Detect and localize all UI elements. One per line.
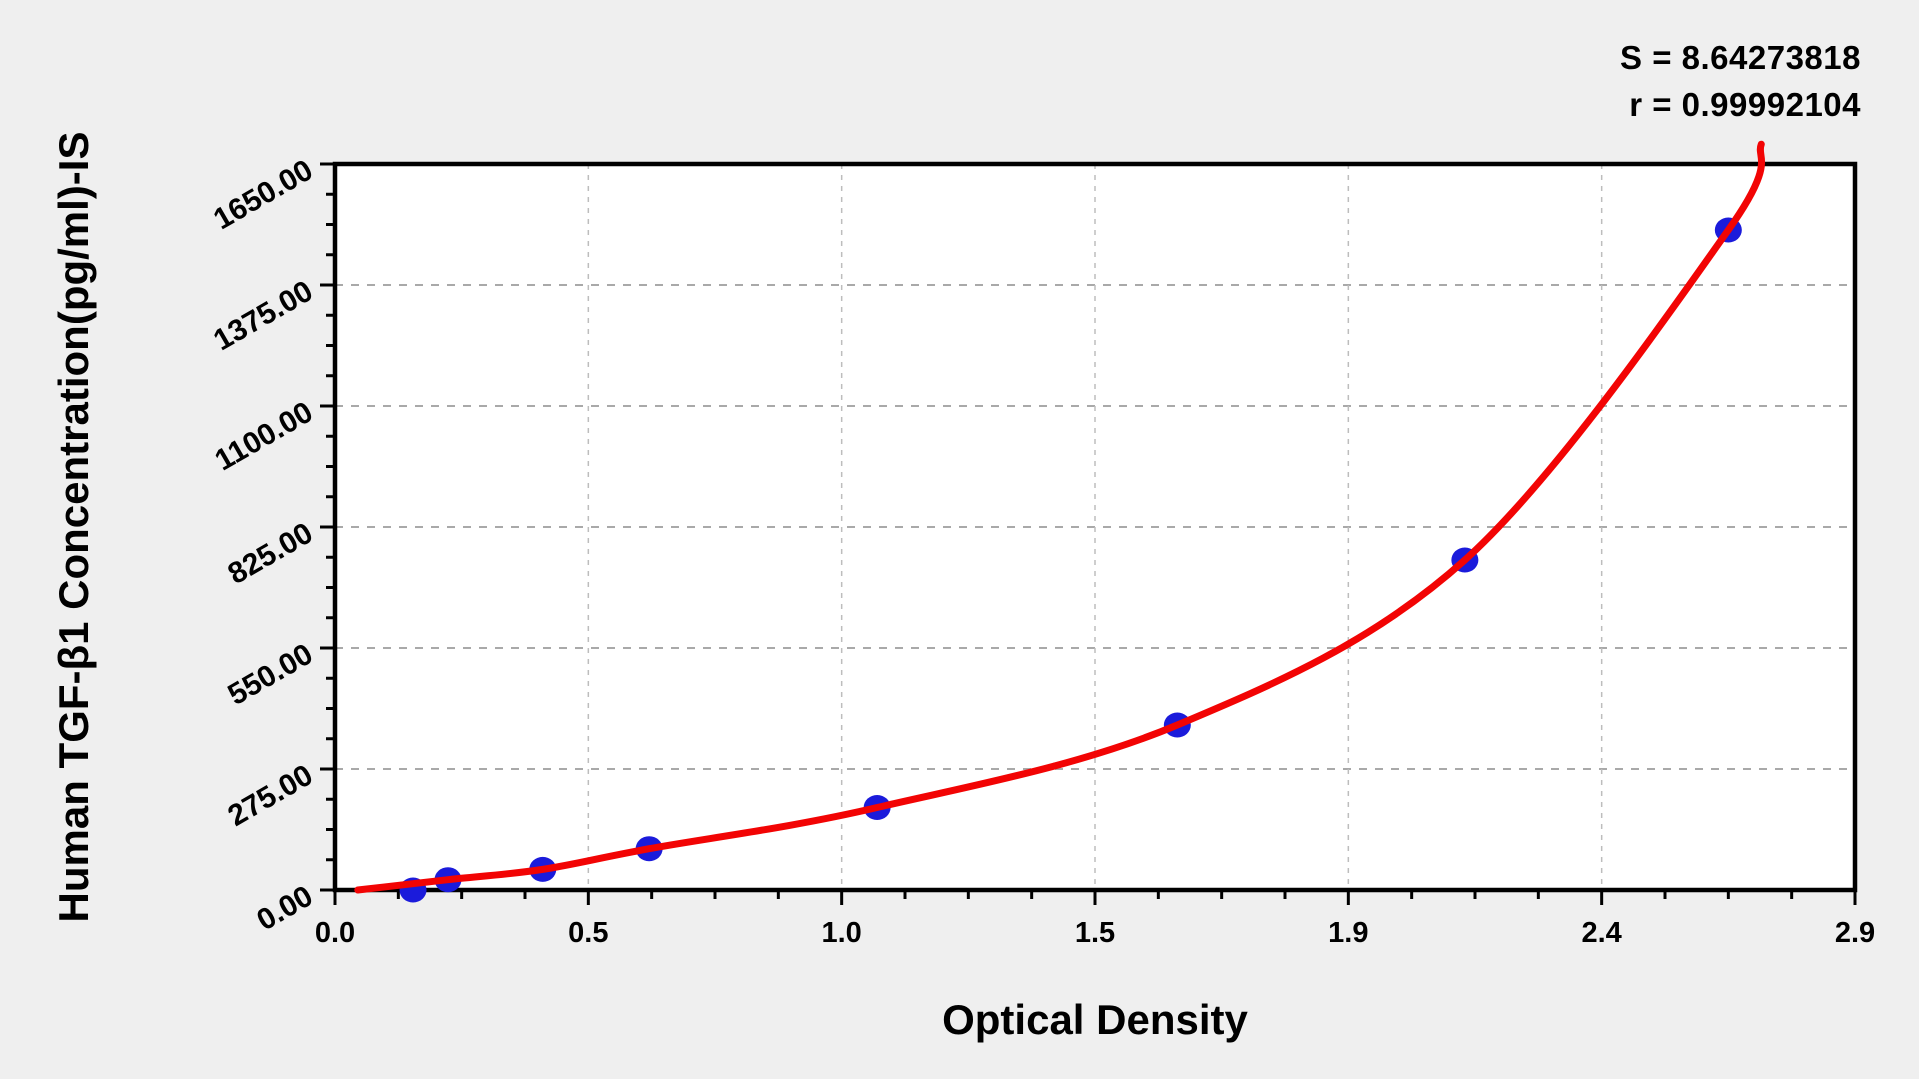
s-statistic: S = 8.64273818 (1620, 39, 1861, 76)
x-tick-label: 1.0 (822, 917, 862, 949)
x-tick-label: 1.9 (1328, 917, 1368, 949)
y-tick-label: 550.00 (223, 637, 319, 711)
x-axis-title: Optical Density (942, 996, 1248, 1043)
x-tick-label: 2.9 (1835, 917, 1875, 949)
y-tick-label: 1650.00 (208, 153, 318, 236)
x-tick-label: 0.0 (315, 917, 355, 949)
x-tick-label: 0.5 (568, 917, 608, 949)
standard-curve (354, 140, 1766, 894)
y-tick-label: 0.00 (251, 879, 318, 937)
x-tick-label: 2.4 (1582, 917, 1622, 949)
x-tick-label: 1.5 (1075, 917, 1115, 949)
y-axis-title: Human TGF-β1 Concentration(pg/ml)-IS (50, 131, 97, 923)
fit-statistics: S = 8.64273818 r = 0.99992104 (1620, 34, 1861, 128)
r-statistic: r = 0.99992104 (1629, 86, 1861, 123)
y-tick-label: 1100.00 (210, 395, 319, 477)
y-tick-label: 825.00 (223, 516, 319, 590)
y-tick-label: 275.00 (223, 758, 319, 832)
y-tick-label: 1375.00 (208, 274, 318, 357)
